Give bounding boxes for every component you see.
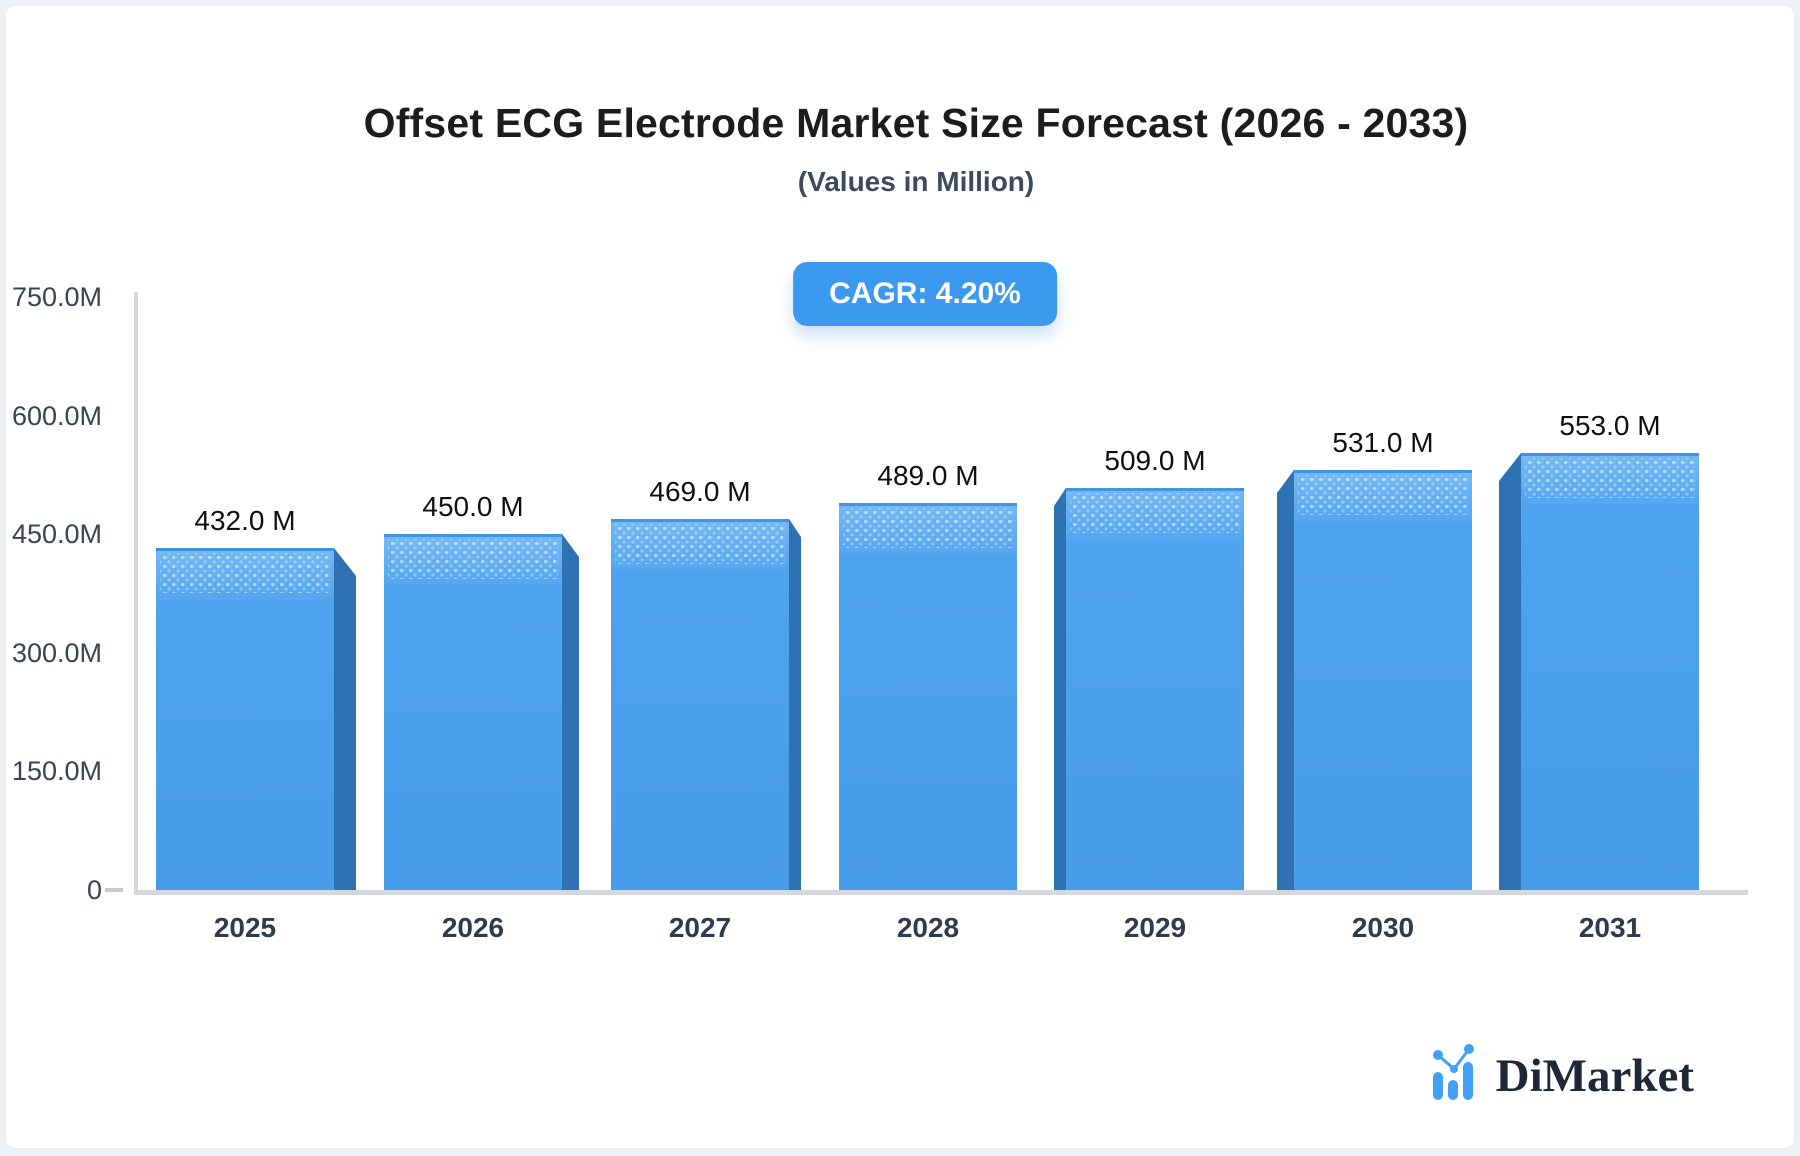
bar-3d-side-2027 (789, 519, 801, 890)
y-axis-tick-600.0M: 600.0M (11, 401, 102, 431)
bar-2026 (384, 534, 562, 890)
y-axis-line (134, 292, 138, 895)
bar-2028 (839, 503, 1017, 890)
page-subtitle: (Values in Million) (797, 166, 1035, 197)
y-axis-tick-0: 0 (86, 875, 102, 905)
bar-2025 (156, 548, 334, 890)
bar-2031 (1521, 453, 1699, 890)
bar-3d-side-2025 (334, 548, 356, 890)
x-axis-label-2030: 2030 (1351, 912, 1415, 943)
bar-chart-logo-icon (1432, 1044, 1474, 1100)
x-axis-line (134, 890, 1748, 895)
bar-value-label-2031: 553.0 M (1559, 410, 1661, 441)
x-axis-label-2025: 2025 (213, 912, 277, 943)
y-axis-tick-450.0M: 450.0M (11, 519, 102, 549)
zero-tick-mark (105, 888, 123, 892)
bar-2029 (1066, 488, 1244, 890)
cagr-badge-label: CAGR: 4.20% (829, 277, 1021, 310)
y-axis-tick-750.0M: 750.0M (11, 282, 102, 312)
x-axis-label-2027: 2027 (668, 912, 732, 943)
cagr-badge: CAGR: 4.20% (793, 262, 1057, 326)
bar-2027 (611, 519, 789, 890)
bar-value-label-2028: 489.0 M (877, 460, 979, 491)
bar-value-label-2030: 531.0 M (1332, 427, 1434, 458)
logo-text: DiMarket (1495, 1050, 1694, 1102)
page-title: Offset ECG Electrode Market Size Forecas… (363, 100, 1469, 146)
bar-3d-side-2026 (562, 534, 579, 890)
bar-value-label-2025: 432.0 M (194, 505, 296, 536)
bar-value-label-2029: 509.0 M (1104, 445, 1206, 476)
x-axis-label-2029: 2029 (1123, 912, 1187, 943)
bar-value-label-2027: 469.0 M (649, 476, 751, 507)
x-axis-label-2028: 2028 (896, 912, 960, 943)
bar-chart: 750.0M 600.0M 450.0M 300.0M 150.0M 0 432.0 M 20… (6, 6, 1794, 1148)
x-axis-label-2026: 2026 (441, 912, 505, 943)
chart-card: Offset ECG Electrode Market Size Forecas… (6, 6, 1794, 1148)
bar-3d-side-2031 (1499, 453, 1521, 890)
bar-value-label-2026: 450.0 M (422, 491, 524, 522)
dimarket-logo: DiMarket (1432, 1042, 1694, 1100)
x-axis-label-2031: 2031 (1578, 912, 1642, 943)
y-axis-tick-300.0M: 300.0M (11, 638, 102, 668)
bar-3d-side-2029 (1054, 488, 1066, 890)
y-axis-tick-150.0M: 150.0M (11, 756, 102, 786)
bar-2030 (1294, 470, 1472, 890)
bar-3d-side-2030 (1277, 470, 1294, 890)
